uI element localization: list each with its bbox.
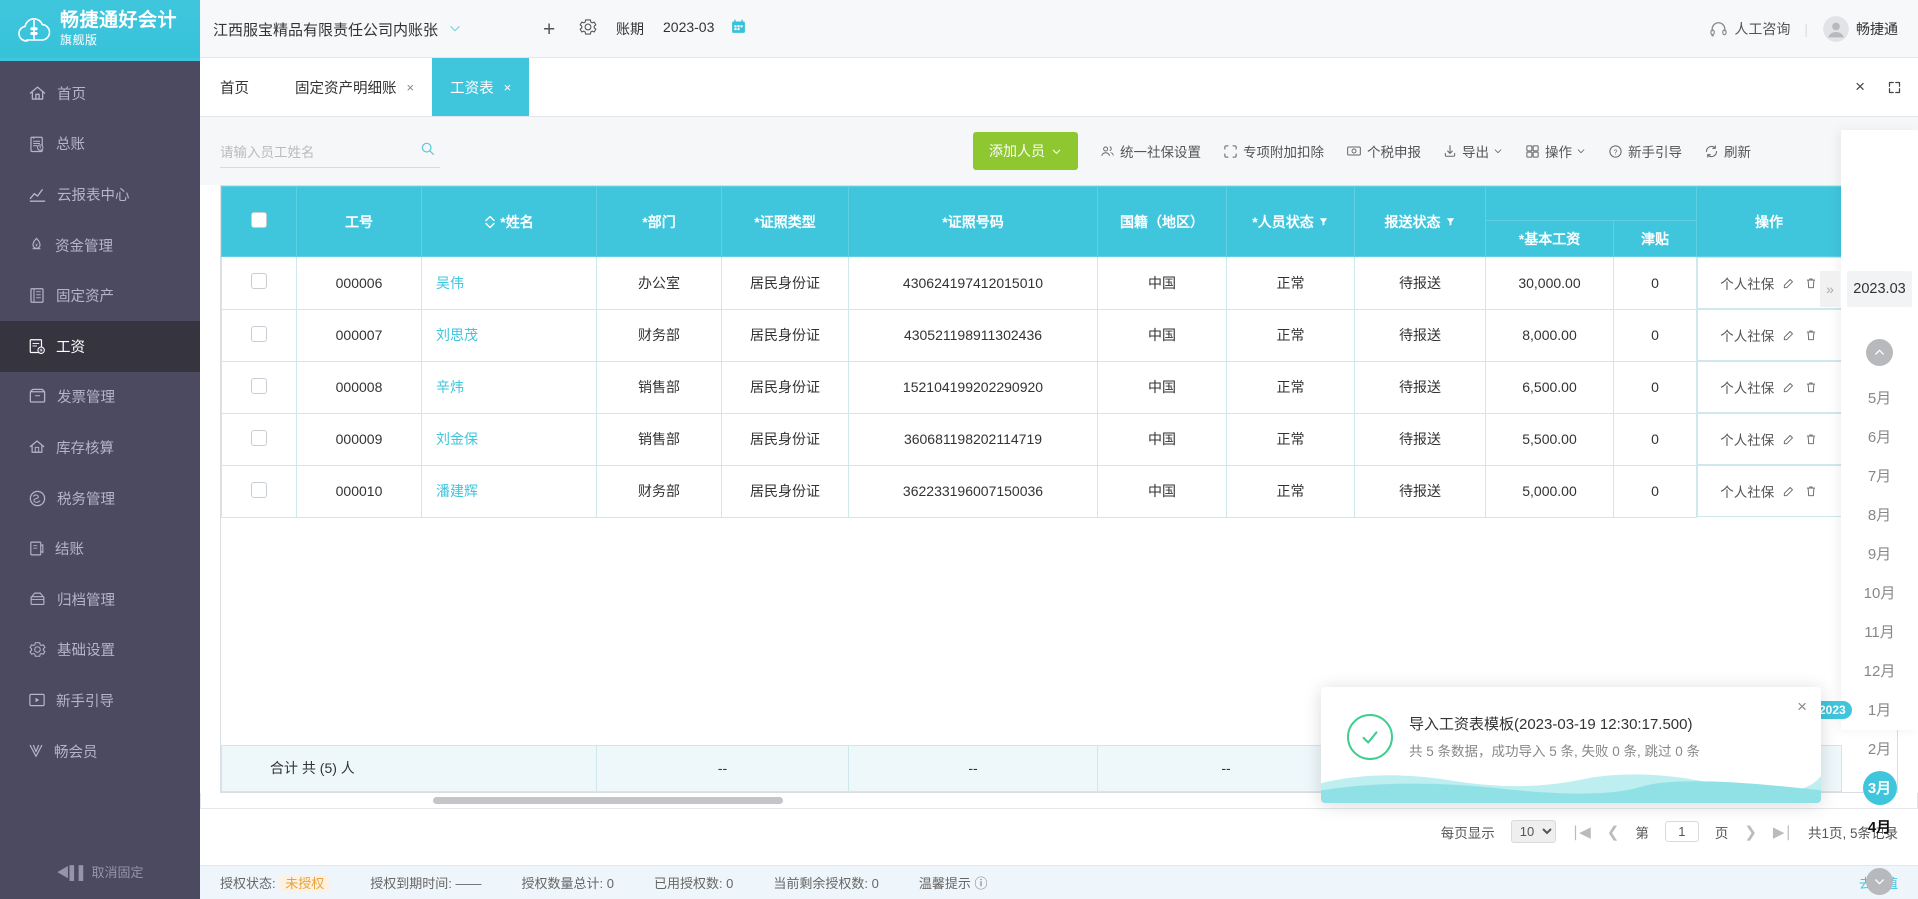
svg-text:¥: ¥: [35, 242, 38, 247]
svg-text:?: ?: [1614, 149, 1618, 156]
svg-text:¥: ¥: [39, 146, 41, 150]
